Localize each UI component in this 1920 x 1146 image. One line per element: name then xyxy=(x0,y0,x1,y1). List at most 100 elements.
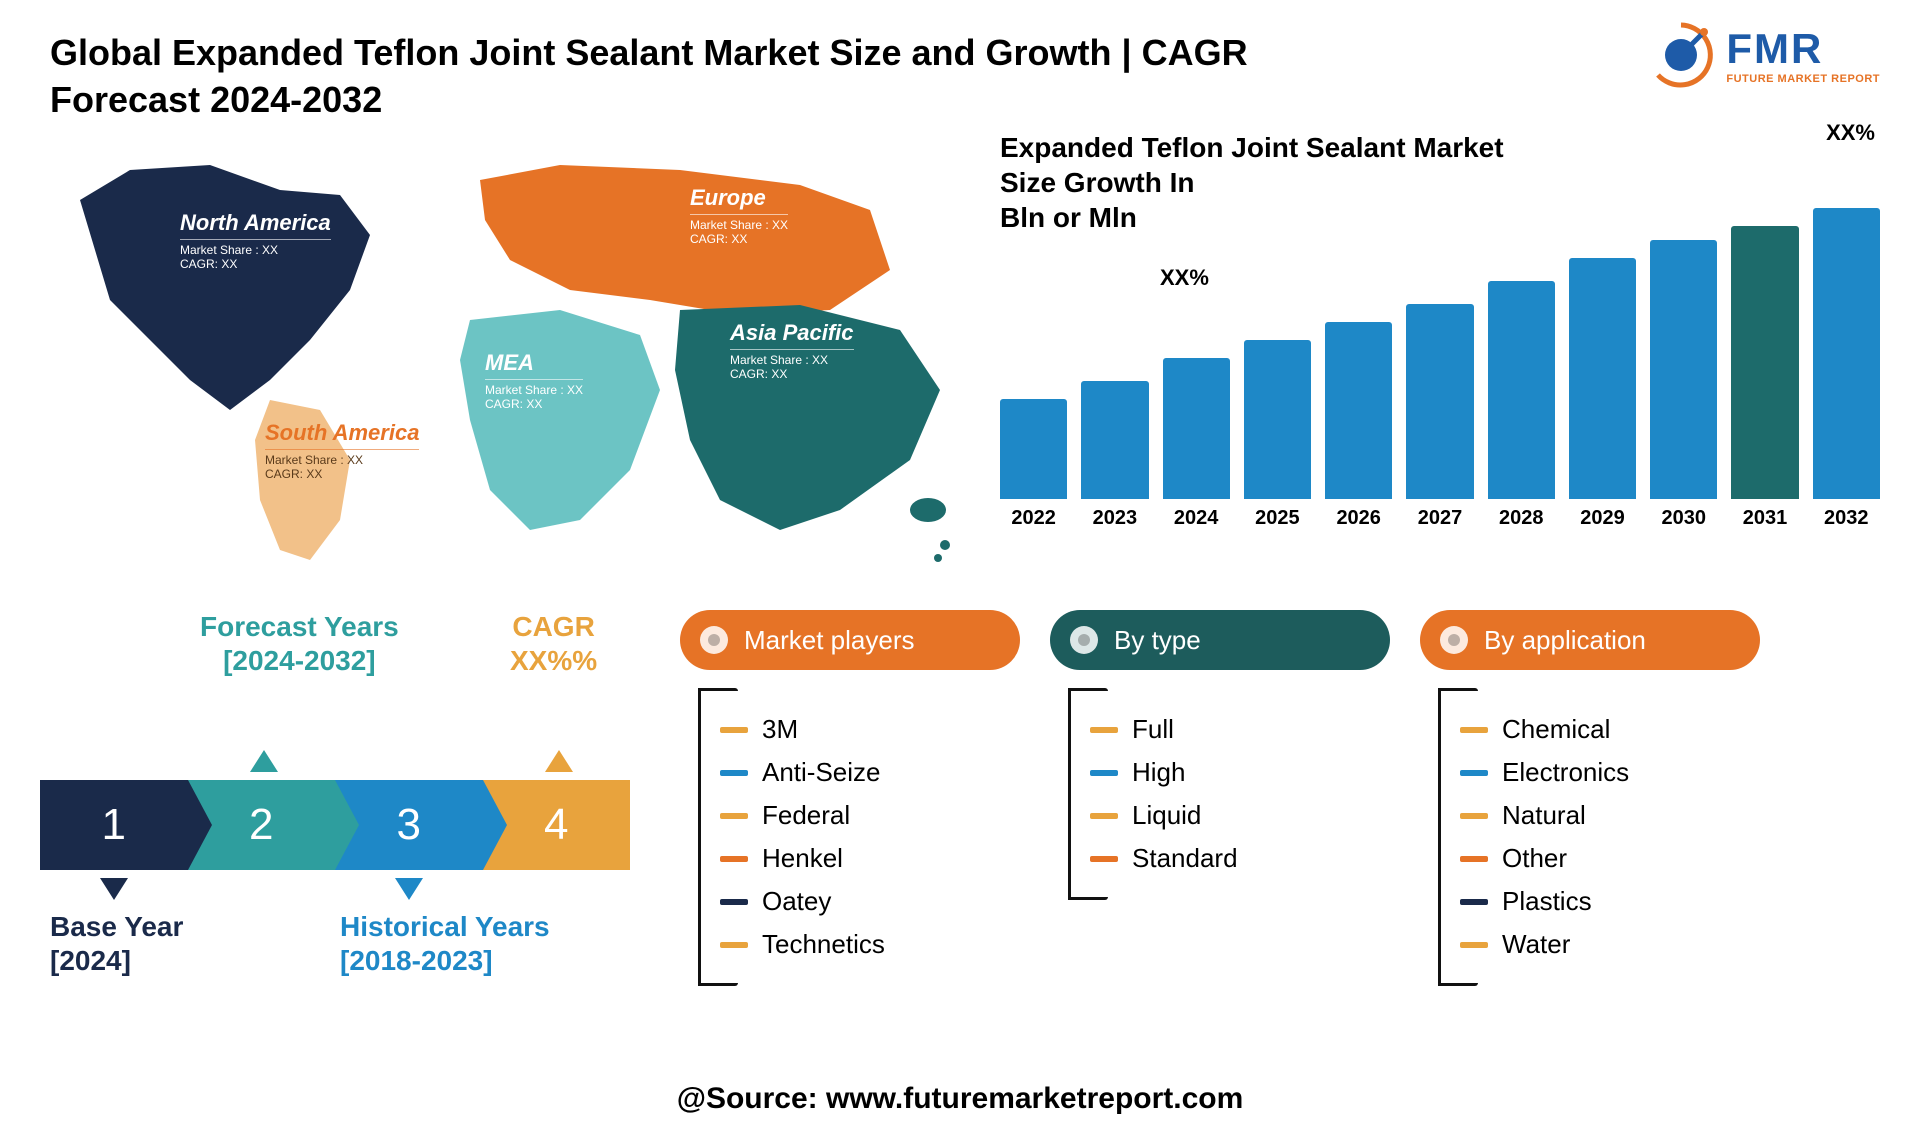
timeline-label-base: Base Year[2024] xyxy=(50,910,183,977)
list-item-label: Anti-Seize xyxy=(762,757,881,788)
list-item: Standard xyxy=(1090,837,1390,880)
category-type: By type Full High Liquid Standard xyxy=(1050,610,1390,900)
map-region-eu xyxy=(480,165,890,315)
bar-fill xyxy=(1163,358,1230,499)
chart-bar: 2027 xyxy=(1406,304,1473,530)
category-title: By application xyxy=(1484,625,1646,656)
page-title: Global Expanded Teflon Joint Sealant Mar… xyxy=(50,30,1250,124)
list-item: Other xyxy=(1460,837,1760,880)
dash-icon xyxy=(720,899,748,905)
logo-text-main: FMR xyxy=(1726,25,1880,73)
list-item: Chemical xyxy=(1460,708,1760,751)
map-region-mea xyxy=(460,310,660,530)
list-item-label: High xyxy=(1132,757,1185,788)
list-item-label: Oatey xyxy=(762,886,831,917)
list-item-label: Liquid xyxy=(1132,800,1201,831)
bar-year-label: 2031 xyxy=(1743,507,1788,530)
bar-year-label: 2032 xyxy=(1824,507,1869,530)
bar-fill xyxy=(1325,322,1392,499)
list-item-label: Chemical xyxy=(1502,714,1610,745)
dash-icon xyxy=(1090,727,1118,733)
bar-fill xyxy=(1244,340,1311,499)
list-item: Liquid xyxy=(1090,794,1390,837)
list-item-label: Standard xyxy=(1132,843,1238,874)
timeline: Forecast Years[2024-2032] CAGRXX%% 1234 … xyxy=(40,600,630,1000)
chart-bar: 2030 xyxy=(1650,240,1717,530)
timeline-label-cagr: CAGRXX%% xyxy=(510,610,597,677)
list-item: Plastics xyxy=(1460,880,1760,923)
logo-text-sub: FUTURE MARKET REPORT xyxy=(1726,73,1880,85)
list-item-label: Federal xyxy=(762,800,850,831)
chart-bar: 2032 xyxy=(1813,208,1880,530)
timeline-segment-number: 2 xyxy=(249,800,273,850)
timeline-label-forecast: Forecast Years[2024-2032] xyxy=(200,610,399,677)
bar-year-label: 2028 xyxy=(1499,507,1544,530)
list-item-label: Full xyxy=(1132,714,1174,745)
dash-icon xyxy=(1460,899,1488,905)
bar-year-label: 2025 xyxy=(1255,507,1300,530)
bar-fill xyxy=(1650,240,1717,499)
dash-icon xyxy=(1460,727,1488,733)
list-item-label: 3M xyxy=(762,714,798,745)
list-item-label: Natural xyxy=(1502,800,1586,831)
map-label-sa: South America Market Share : XXCAGR: XX xyxy=(265,420,419,481)
list-item: High xyxy=(1090,751,1390,794)
dash-icon xyxy=(1460,813,1488,819)
bar-year-label: 2029 xyxy=(1580,507,1625,530)
timeline-label-historical: Historical Years[2018-2023] xyxy=(340,910,550,977)
triangle-down-icon xyxy=(100,878,128,900)
dash-icon xyxy=(720,813,748,819)
bar-year-label: 2027 xyxy=(1418,507,1463,530)
triangle-down-icon xyxy=(395,878,423,900)
map-label-ap: Asia Pacific Market Share : XXCAGR: XX xyxy=(730,320,854,381)
dash-icon xyxy=(1090,856,1118,862)
bar-year-label: 2022 xyxy=(1011,507,1056,530)
list-item-label: Electronics xyxy=(1502,757,1629,788)
dash-icon xyxy=(1090,813,1118,819)
list-item-label: Plastics xyxy=(1502,886,1592,917)
dash-icon xyxy=(720,856,748,862)
category-pill: By application xyxy=(1420,610,1760,670)
triangle-up-icon xyxy=(545,750,573,772)
fmr-logo: FMR FUTURE MARKET REPORT xyxy=(1646,20,1880,90)
bar-fill xyxy=(1731,226,1798,499)
bar-fill xyxy=(1488,281,1555,499)
timeline-segment-number: 4 xyxy=(544,800,568,850)
list-item: Henkel xyxy=(720,837,1020,880)
timeline-segment: 1 xyxy=(40,780,188,870)
fmr-logo-icon xyxy=(1646,20,1716,90)
category-players: Market players 3M Anti-Seize Federal Hen… xyxy=(680,610,1020,986)
chart-bar: 2025 xyxy=(1244,340,1311,530)
world-map: North America Market Share : XXCAGR: XX … xyxy=(40,140,960,570)
chart-bar: 2023 xyxy=(1081,381,1148,530)
list-item-label: Water xyxy=(1502,929,1570,960)
dash-icon xyxy=(1460,770,1488,776)
bar-fill xyxy=(1406,304,1473,499)
bar-year-label: 2030 xyxy=(1662,507,1707,530)
list-item: Water xyxy=(1460,923,1760,966)
triangle-up-icon xyxy=(250,750,278,772)
category-list: 3M Anti-Seize Federal Henkel Oatey Techn… xyxy=(680,688,1020,986)
map-label-eu: Europe Market Share : XXCAGR: XX xyxy=(690,185,788,246)
bar-fill xyxy=(1000,399,1067,499)
list-item: Electronics xyxy=(1460,751,1760,794)
list-item: Full xyxy=(1090,708,1390,751)
pill-dot-icon xyxy=(700,626,728,654)
timeline-segment-number: 1 xyxy=(102,800,126,850)
list-item: 3M xyxy=(720,708,1020,751)
map-label-na: North America Market Share : XXCAGR: XX xyxy=(180,210,331,271)
chart-bar: 2024 xyxy=(1163,358,1230,530)
list-item-label: Other xyxy=(1502,843,1567,874)
bar-year-label: 2026 xyxy=(1336,507,1381,530)
list-item: Oatey xyxy=(720,880,1020,923)
category-list: Chemical Electronics Natural Other Plast… xyxy=(1420,688,1760,986)
chart-bar: 2029 xyxy=(1569,258,1636,530)
dash-icon xyxy=(720,727,748,733)
category-pill: Market players xyxy=(680,610,1020,670)
bar-fill xyxy=(1813,208,1880,499)
chart-bar: 2022 xyxy=(1000,399,1067,530)
chart-annotation-right: XX% xyxy=(1826,120,1875,146)
category-title: By type xyxy=(1114,625,1201,656)
chart-bar: 2028 xyxy=(1488,281,1555,530)
category-title: Market players xyxy=(744,625,915,656)
